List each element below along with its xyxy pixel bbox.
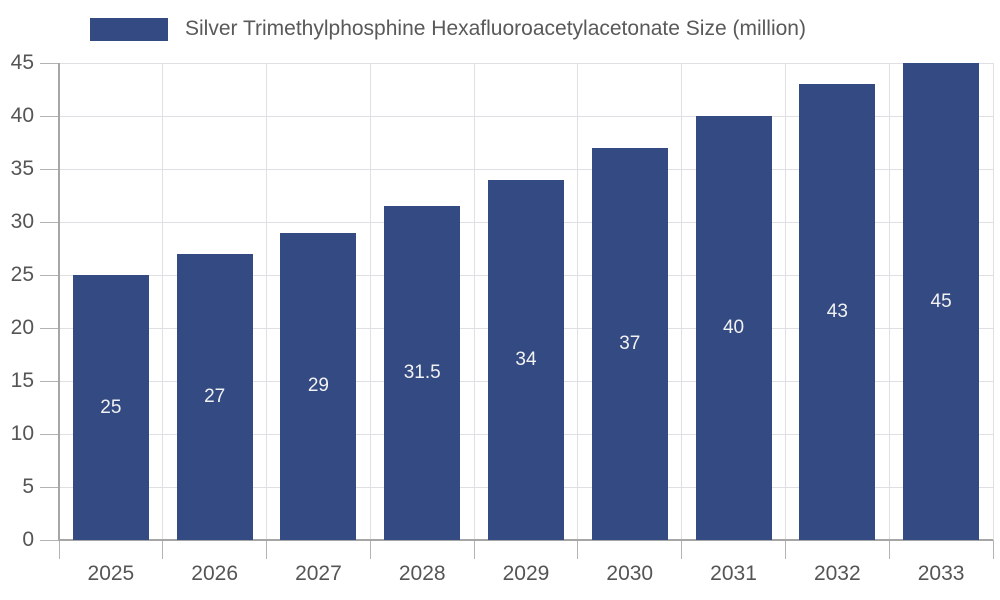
- y-axis-tick: [40, 539, 59, 541]
- x-axis-tick: [888, 540, 890, 559]
- x-axis-tick-label: 2032: [813, 562, 861, 585]
- bar-2032: [799, 84, 876, 540]
- bar-2031: [695, 116, 772, 540]
- y-axis-tick: [40, 433, 59, 435]
- y-axis-line: [58, 63, 60, 541]
- y-axis-tick-label: 40: [10, 104, 34, 127]
- x-axis-line: [58, 539, 993, 541]
- y-axis-tick-label: 15: [10, 369, 34, 392]
- y-axis-tick: [40, 168, 59, 170]
- y-axis-tick: [40, 380, 59, 382]
- x-axis-tick: [577, 540, 579, 559]
- bar-2030: [591, 147, 668, 540]
- x-gridline: [992, 63, 994, 540]
- bar-2033: [903, 63, 980, 540]
- x-axis-tick: [473, 540, 475, 559]
- x-axis-tick: [369, 540, 371, 559]
- y-axis-tick: [40, 62, 59, 64]
- legend-swatch-icon: [90, 17, 168, 41]
- bar-2026: [176, 253, 253, 540]
- y-axis-tick-label: 30: [10, 210, 34, 233]
- bar-value-label: 27: [204, 385, 226, 407]
- bar-value-label: 29: [307, 375, 329, 397]
- x-axis-tick: [784, 540, 786, 559]
- y-axis-tick: [40, 274, 59, 276]
- bar-value-label: 31.5: [403, 362, 441, 384]
- y-axis-tick-label: 0: [22, 528, 34, 551]
- x-axis-tick-label: 2027: [295, 562, 342, 585]
- bar-value-label: 25: [100, 396, 122, 418]
- y-axis-tick-label: 5: [22, 475, 34, 498]
- x-gridline: [473, 63, 475, 540]
- x-axis-tick-label: 2028: [398, 562, 446, 585]
- y-axis-tick-label: 25: [10, 263, 34, 286]
- y-axis-tick-label: 35: [10, 157, 34, 180]
- y-axis-tick-label: 10: [10, 422, 34, 445]
- x-axis-tick-label: 2030: [606, 562, 654, 585]
- y-gridline: [59, 115, 993, 117]
- x-axis-tick: [58, 540, 60, 559]
- x-axis-tick-label: 2031: [710, 562, 757, 585]
- x-axis-tick: [681, 540, 683, 559]
- x-gridline: [369, 63, 371, 540]
- y-axis-tick: [40, 327, 59, 329]
- x-axis-tick-label: 2029: [502, 562, 550, 585]
- x-axis-tick: [992, 540, 994, 559]
- y-axis-tick: [40, 486, 59, 488]
- x-gridline: [266, 63, 268, 540]
- bar-2028: [384, 206, 461, 540]
- bar-2027: [280, 232, 357, 540]
- x-gridline: [681, 63, 683, 540]
- x-axis-tick: [266, 540, 268, 559]
- x-axis-tick-label: 2026: [191, 562, 238, 585]
- x-axis-tick-label: 2025: [87, 562, 135, 585]
- x-gridline: [577, 63, 579, 540]
- bar-2025: [72, 275, 149, 540]
- legend-label: Silver Trimethylphosphine Hexafluoroacet…: [185, 17, 806, 40]
- x-gridline: [162, 63, 164, 540]
- x-gridline: [888, 63, 890, 540]
- y-axis-tick-label: 45: [10, 51, 34, 74]
- y-gridline: [59, 62, 993, 64]
- legend-item[interactable]: Silver Trimethylphosphine Hexafluoroacet…: [90, 17, 806, 41]
- y-axis-tick: [40, 115, 59, 117]
- y-axis-tick: [40, 221, 59, 223]
- bar-value-label: 43: [826, 301, 848, 323]
- x-axis-tick-label: 2033: [917, 562, 965, 585]
- bar-value-label: 40: [722, 317, 745, 338]
- y-axis-tick-label: 20: [10, 316, 34, 339]
- bar-value-label: 45: [930, 290, 952, 312]
- x-axis-tick: [162, 540, 164, 559]
- bar-2029: [488, 179, 564, 540]
- x-gridline: [784, 63, 786, 540]
- bar-value-label: 34: [515, 348, 537, 370]
- bar-value-label: 37: [619, 332, 641, 354]
- y-gridline: [59, 168, 993, 170]
